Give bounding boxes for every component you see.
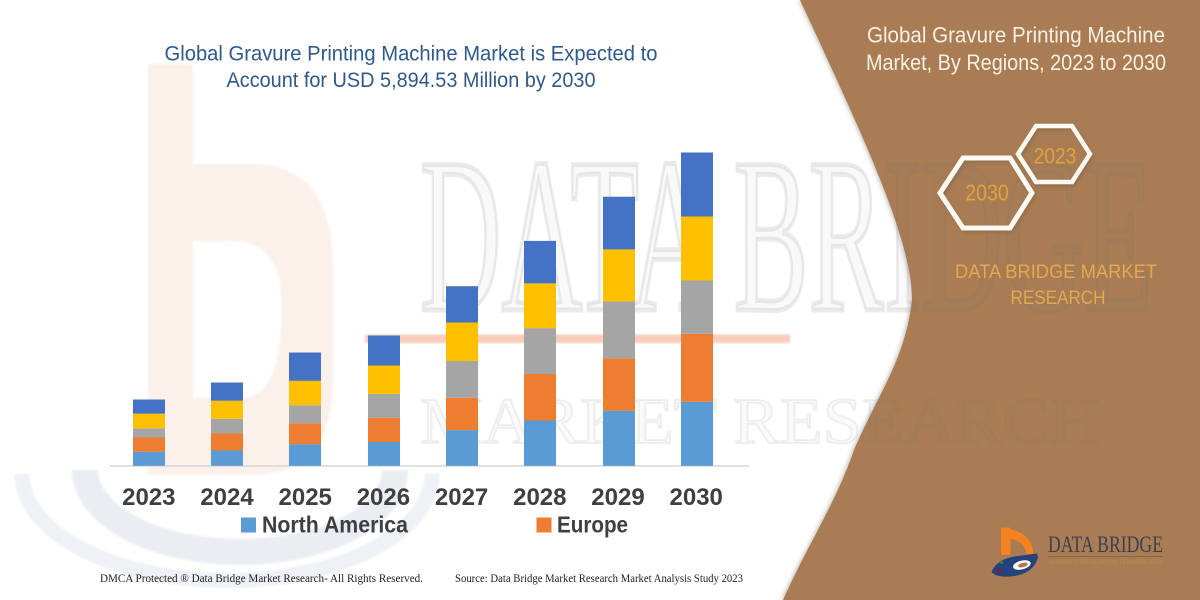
svg-text:Source: Data Bridge Market Res: Source: Data Bridge Market Research Mark… xyxy=(455,573,743,585)
svg-text:MARKET RESEARCH PRIVATE LTD: MARKET RESEARCH PRIVATE LTD xyxy=(1049,559,1162,566)
svg-text:North America: North America xyxy=(262,512,408,538)
svg-text:2030: 2030 xyxy=(965,180,1009,206)
svg-text:2023: 2023 xyxy=(1034,144,1077,169)
svg-text:2025: 2025 xyxy=(279,484,332,511)
svg-text:Global Gravure Printing Machin: Global Gravure Printing Machine Market i… xyxy=(165,43,658,66)
svg-text:2026: 2026 xyxy=(357,484,410,511)
svg-text:Global Gravure Printing Machin: Global Gravure Printing Machine xyxy=(867,23,1165,48)
svg-text:2024: 2024 xyxy=(200,484,254,511)
svg-text:Europe: Europe xyxy=(557,512,628,538)
svg-text:MARKET RESEARCH: MARKET RESEARCH xyxy=(420,385,1100,458)
svg-text:Account for USD 5,894.53 Milli: Account for USD 5,894.53 Million by 2030 xyxy=(227,69,596,92)
svg-text:2027: 2027 xyxy=(435,484,488,511)
svg-text:2029: 2029 xyxy=(591,484,644,511)
svg-text:DATA BRIDGE: DATA BRIDGE xyxy=(1048,532,1163,557)
svg-text:2023: 2023 xyxy=(122,484,175,511)
svg-text:RESEARCH: RESEARCH xyxy=(1011,288,1106,309)
svg-text:DMCA Protected ® Data Bridge M: DMCA Protected ® Data Bridge Market Rese… xyxy=(100,573,423,585)
svg-text:DATA BRIDGE MARKET: DATA BRIDGE MARKET xyxy=(955,262,1157,283)
svg-text:Market, By Regions, 2023 to 20: Market, By Regions, 2023 to 2030 xyxy=(866,50,1166,75)
svg-text:2028: 2028 xyxy=(513,484,566,511)
svg-text:2030: 2030 xyxy=(670,484,723,511)
